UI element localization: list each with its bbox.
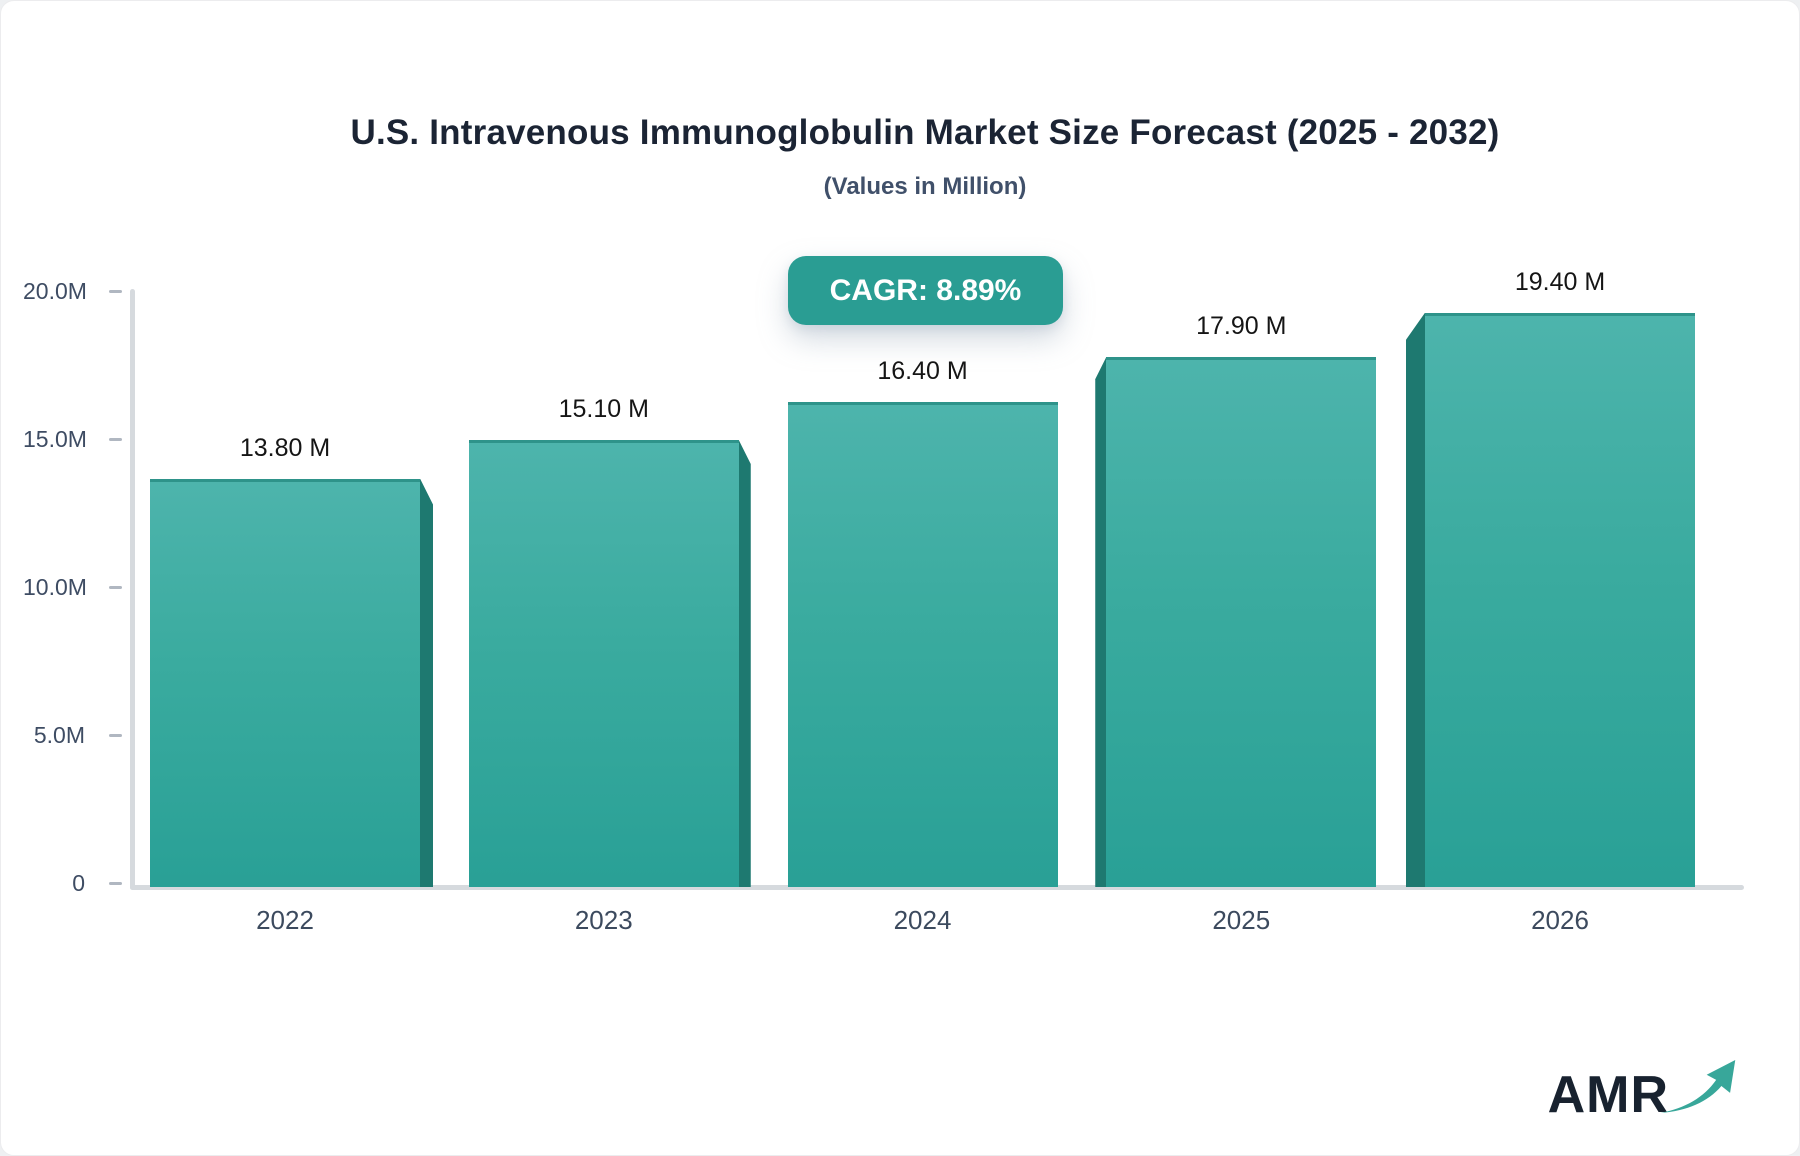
- bar-value-label: 16.40 M: [877, 356, 968, 385]
- y-axis-tick-mark: [109, 882, 122, 885]
- y-axis-tick-label: 20.0M: [23, 278, 87, 304]
- y-axis-tick-label: 5.0M: [33, 722, 85, 748]
- bar-side-shadow-2023: [738, 440, 751, 887]
- bar-value-label: 15.10 M: [558, 395, 649, 424]
- y-axis-tick-label: 10.0M: [23, 574, 87, 600]
- y-axis-tick-label: 0: [72, 870, 85, 896]
- bar-side-shadow-2022: [420, 478, 433, 887]
- x-axis-baseline: [130, 885, 1744, 890]
- bar-value-label: 13.80 M: [239, 433, 331, 462]
- bar-side-shadow-2025: [1095, 357, 1107, 887]
- bar-value-label: 17.90 M: [1196, 312, 1287, 341]
- y-axis-tick-mark: [109, 438, 122, 441]
- y-axis-tick-mark: [109, 734, 122, 737]
- amr-logo-text: AMR: [1547, 1066, 1669, 1124]
- y-axis-line: [130, 289, 135, 890]
- bar-2024: [787, 401, 1058, 887]
- y-axis-tick-mark: [109, 586, 122, 589]
- x-axis-label-2024: 2024: [893, 905, 952, 935]
- y-axis-tick-mark: [109, 290, 122, 293]
- bar-2022: [150, 478, 420, 887]
- x-axis-label-2023: 2023: [574, 905, 633, 935]
- bar-value-label: 19.40 M: [1514, 267, 1606, 296]
- bar-2026: [1425, 312, 1695, 887]
- x-axis-label-2022: 2022: [256, 905, 314, 935]
- bar-2023: [468, 440, 739, 887]
- chart-title: U.S. Intravenous Immunoglobulin Market S…: [350, 113, 1500, 152]
- x-axis-label-2025: 2025: [1212, 905, 1271, 935]
- growth-arrow-icon: [1660, 1060, 1736, 1113]
- bar-side-shadow-2026: [1406, 312, 1425, 887]
- y-axis-tick-label: 15.0M: [23, 426, 87, 452]
- amr-logo: AMR: [1548, 1053, 1737, 1121]
- chart-subtitle: (Values in Million): [823, 173, 1027, 200]
- cagr-badge: CAGR: 8.89%: [788, 256, 1063, 325]
- bar-2025: [1106, 357, 1377, 887]
- x-axis-label-2026: 2026: [1531, 905, 1589, 935]
